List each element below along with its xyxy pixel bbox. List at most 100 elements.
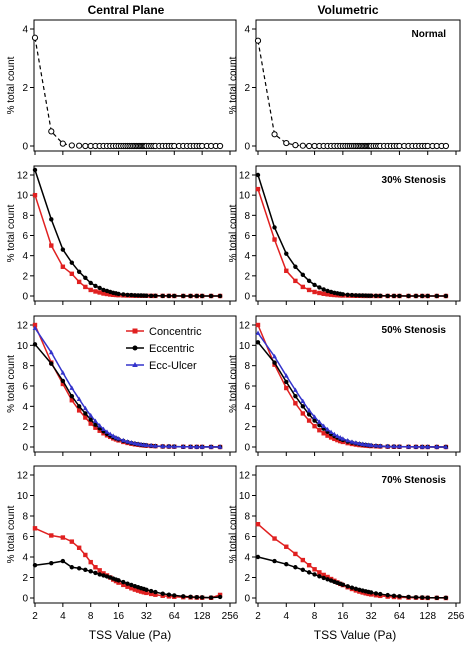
series-line-eccentric: [257, 174, 446, 297]
data-point-eccentric: [49, 217, 54, 222]
data-point-concentric: [104, 291, 110, 297]
data-point-eccentric: [217, 594, 223, 600]
data-point-eccentric: [166, 592, 172, 597]
data-point-ecc-ulcer: [116, 436, 121, 441]
data-point-ecc-ulcer: [110, 433, 116, 438]
data-point-ecc-ulcer: [60, 370, 66, 375]
data-point-eccentric: [69, 393, 75, 399]
y-tick-label: 8: [244, 361, 250, 372]
data-point-ecc-ulcer: [171, 443, 177, 449]
data-point-normal: [48, 128, 55, 135]
data-point-ecc-ulcer: [93, 418, 98, 423]
data-point-concentric: [335, 437, 340, 443]
data-point-eccentric: [321, 575, 326, 581]
data-point-concentric: [148, 591, 154, 597]
data-point-eccentric: [353, 293, 359, 298]
data-point-ecc-ulcer: [97, 423, 103, 428]
data-point-eccentric: [144, 293, 149, 298]
data-point-ecc-ulcer: [391, 443, 397, 449]
data-point-eccentric: [272, 360, 277, 365]
y-tick-label: 2: [244, 422, 250, 433]
panel-title: Normal: [412, 29, 447, 40]
y-tick-label: 2: [244, 83, 250, 94]
data-point-concentric: [76, 408, 82, 413]
data-point-eccentric: [321, 287, 326, 292]
data-point-concentric: [325, 574, 330, 580]
legend-marker-concentric: [132, 328, 138, 334]
data-point-ecc-ulcer: [199, 444, 205, 449]
data-point-ecc-ulcer: [152, 443, 158, 448]
data-point-ecc-ulcer: [144, 442, 149, 447]
y-tick-label: 0: [244, 594, 250, 605]
data-point-concentric: [306, 563, 312, 568]
data-point-ecc-ulcer: [377, 443, 383, 448]
data-point-concentric: [293, 551, 298, 557]
data-point-eccentric: [368, 590, 374, 595]
data-point-eccentric: [129, 582, 134, 588]
data-point-ecc-ulcer: [373, 443, 379, 448]
panel-frame: [255, 465, 461, 604]
y-tick-label: 2: [244, 573, 250, 584]
data-point-concentric: [76, 545, 82, 550]
data-point-concentric: [284, 385, 289, 391]
data-point-concentric: [83, 552, 88, 558]
data-point-eccentric: [284, 379, 289, 385]
legend-label-eccentric: Eccentric: [149, 343, 195, 355]
y-tick-label: 6: [244, 532, 250, 543]
data-point-ecc-ulcer: [125, 439, 130, 444]
y-tick-label: 0: [22, 142, 28, 153]
data-point-eccentric: [357, 293, 362, 298]
data-point-eccentric: [49, 361, 54, 366]
y-tick-label: 10: [17, 341, 29, 352]
data-point-eccentric: [121, 579, 126, 585]
data-point-eccentric: [60, 247, 66, 252]
data-point-eccentric: [293, 565, 298, 570]
panel-frame: [33, 19, 237, 152]
data-point-eccentric: [69, 260, 75, 265]
data-point-concentric: [93, 425, 98, 430]
data-point-ecc-ulcer: [120, 437, 126, 443]
y-tick-label: 0: [22, 292, 28, 303]
data-point-eccentric: [340, 292, 346, 297]
data-point-ecc-ulcer: [283, 373, 289, 378]
y-tick-label: 10: [17, 191, 29, 202]
data-point-ecc-ulcer: [208, 444, 214, 449]
data-point-ecc-ulcer: [188, 444, 193, 449]
data-point-eccentric: [144, 587, 149, 592]
y-tick-label: 6: [244, 231, 250, 242]
y-tick-label: 0: [244, 142, 250, 153]
x-tick-label: 32: [366, 611, 378, 622]
data-point-normal: [271, 131, 278, 138]
y-tick-label: 12: [239, 471, 251, 482]
data-point-eccentric: [160, 591, 165, 596]
data-point-ecc-ulcer: [132, 440, 138, 446]
y-tick-label: 2: [22, 573, 28, 584]
data-point-ecc-ulcer: [160, 443, 166, 449]
data-point-concentric: [101, 291, 106, 296]
y-axis-label: % total count: [6, 505, 17, 563]
data-point-concentric: [272, 237, 277, 242]
series-line-ecc-ulcer: [257, 332, 446, 448]
y-tick-label: 0: [244, 292, 250, 303]
data-point-eccentric: [208, 293, 214, 299]
data-point-eccentric: [349, 585, 355, 590]
data-point-eccentric: [97, 572, 102, 577]
data-point-concentric: [32, 322, 38, 328]
data-point-concentric: [255, 186, 261, 192]
panel-50-stenosis-volumetric: 0 2 4 6 8 10 12 % total count 50% Stenosis: [228, 315, 461, 456]
y-tick-label: 8: [244, 211, 250, 222]
series-line-eccentric: [257, 341, 446, 448]
data-point-ecc-ulcer: [180, 444, 186, 449]
data-point-ecc-ulcer: [413, 444, 419, 449]
y-tick-label: 2: [22, 83, 28, 94]
data-point-concentric: [312, 423, 317, 429]
data-point-eccentric: [312, 572, 317, 577]
y-tick-label: 12: [17, 321, 29, 332]
series-line-normal: [257, 40, 446, 147]
data-point-concentric: [129, 586, 134, 591]
data-point-eccentric: [413, 293, 419, 299]
panel-30-stenosis-volumetric: 0 2 4 6 8 10 12 % total count 30% Stenosis: [228, 165, 461, 305]
data-point-eccentric: [93, 570, 98, 576]
